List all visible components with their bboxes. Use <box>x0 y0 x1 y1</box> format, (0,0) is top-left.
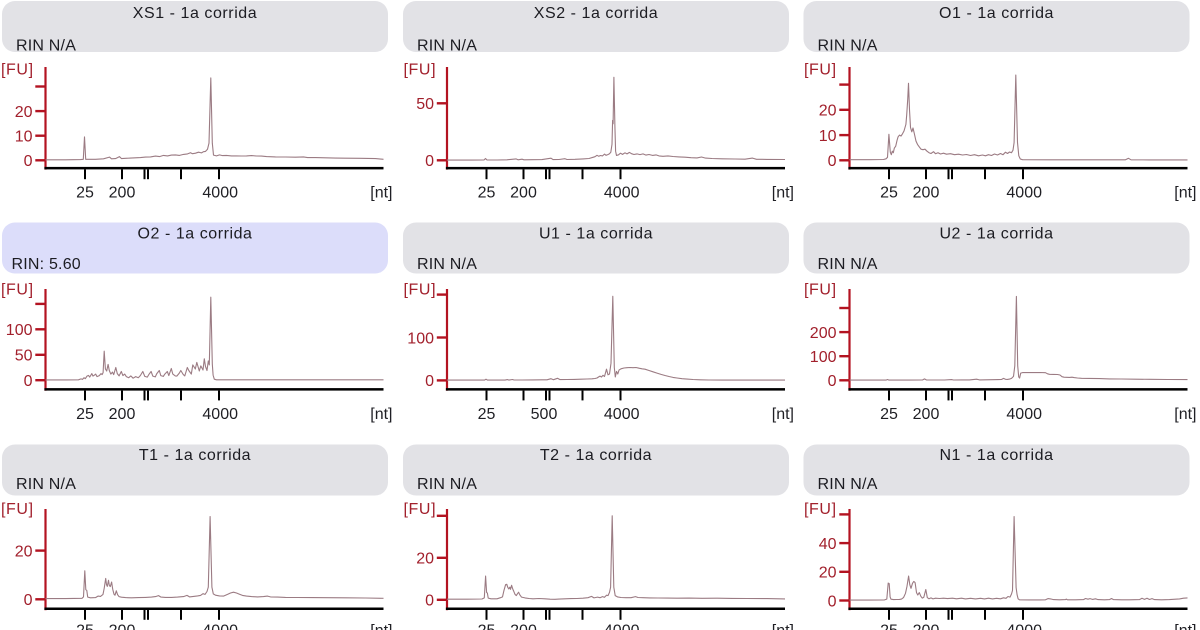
svg-text:RIN N/A: RIN N/A <box>818 476 878 493</box>
svg-text:20: 20 <box>819 565 837 582</box>
svg-text:0: 0 <box>425 153 434 170</box>
svg-text:[FU]: [FU] <box>404 281 437 298</box>
svg-text:4000: 4000 <box>604 623 640 630</box>
svg-text:100: 100 <box>810 349 837 366</box>
svg-text:20: 20 <box>819 103 837 120</box>
svg-text:4000: 4000 <box>1006 184 1042 201</box>
svg-text:4000: 4000 <box>202 623 238 630</box>
svg-text:25: 25 <box>880 406 898 423</box>
svg-text:40: 40 <box>819 536 837 553</box>
svg-text:0: 0 <box>828 373 837 390</box>
svg-text:[FU]: [FU] <box>804 61 837 78</box>
svg-text:[nt]: [nt] <box>772 406 794 423</box>
svg-text:10: 10 <box>15 129 33 146</box>
svg-text:RIN N/A: RIN N/A <box>818 38 878 55</box>
svg-text:[nt]: [nt] <box>370 184 392 201</box>
svg-text:N1 - 1a corrida: N1 - 1a corrida <box>939 447 1053 464</box>
svg-text:[nt]: [nt] <box>1174 184 1196 201</box>
svg-text:100: 100 <box>6 322 33 339</box>
svg-text:20: 20 <box>15 543 33 560</box>
svg-text:25: 25 <box>76 184 94 201</box>
svg-text:50: 50 <box>15 348 33 365</box>
svg-text:25: 25 <box>76 406 94 423</box>
svg-text:[FU]: [FU] <box>404 61 437 78</box>
svg-text:4000: 4000 <box>1006 623 1042 630</box>
svg-text:U1 - 1a corrida: U1 - 1a corrida <box>539 225 653 242</box>
svg-text:25: 25 <box>478 184 496 201</box>
svg-text:RIN N/A: RIN N/A <box>16 38 76 55</box>
svg-text:200: 200 <box>913 623 940 630</box>
svg-text:25: 25 <box>76 623 94 630</box>
svg-text:O1 - 1a corrida: O1 - 1a corrida <box>939 5 1054 22</box>
svg-text:[nt]: [nt] <box>772 184 794 201</box>
svg-text:25: 25 <box>880 184 898 201</box>
svg-text:[FU]: [FU] <box>1 281 34 298</box>
svg-text:[nt]: [nt] <box>1174 406 1196 423</box>
svg-text:0: 0 <box>425 373 434 390</box>
svg-text:4000: 4000 <box>202 184 238 201</box>
svg-text:200: 200 <box>109 406 136 423</box>
svg-text:[FU]: [FU] <box>1 61 34 78</box>
svg-text:XS2 - 1a corrida: XS2 - 1a corrida <box>534 5 658 22</box>
svg-text:U2 - 1a corrida: U2 - 1a corrida <box>939 225 1053 242</box>
svg-text:50: 50 <box>416 96 434 113</box>
svg-text:0: 0 <box>828 593 837 610</box>
svg-text:0: 0 <box>425 593 434 610</box>
svg-text:200: 200 <box>913 406 940 423</box>
svg-text:[nt]: [nt] <box>772 623 794 630</box>
svg-text:500: 500 <box>531 406 558 423</box>
svg-text:4000: 4000 <box>202 406 238 423</box>
svg-text:4000: 4000 <box>1006 406 1042 423</box>
svg-text:25: 25 <box>478 406 496 423</box>
svg-text:RIN N/A: RIN N/A <box>417 256 477 273</box>
svg-text:200: 200 <box>810 325 837 342</box>
svg-text:RIN N/A: RIN N/A <box>818 256 878 273</box>
svg-text:200: 200 <box>510 623 537 630</box>
svg-text:0: 0 <box>24 373 33 390</box>
svg-text:XS1 - 1a corrida: XS1 - 1a corrida <box>133 5 257 22</box>
svg-text:[FU]: [FU] <box>804 501 837 518</box>
svg-text:200: 200 <box>510 184 537 201</box>
svg-text:10: 10 <box>819 128 837 145</box>
svg-text:0: 0 <box>24 592 33 609</box>
svg-text:RIN N/A: RIN N/A <box>16 476 76 493</box>
svg-text:200: 200 <box>913 184 940 201</box>
svg-text:20: 20 <box>416 551 434 568</box>
svg-text:25: 25 <box>478 623 496 630</box>
svg-text:20: 20 <box>15 104 33 121</box>
svg-text:25: 25 <box>880 623 898 630</box>
svg-text:100: 100 <box>407 330 434 347</box>
svg-text:4000: 4000 <box>604 184 640 201</box>
svg-text:T2 - 1a corrida: T2 - 1a corrida <box>540 447 652 464</box>
svg-text:0: 0 <box>828 153 837 170</box>
svg-text:200: 200 <box>109 623 136 630</box>
svg-text:0: 0 <box>24 153 33 170</box>
svg-text:RIN N/A: RIN N/A <box>417 476 477 493</box>
svg-text:4000: 4000 <box>604 406 640 423</box>
svg-text:[FU]: [FU] <box>804 281 837 298</box>
svg-text:O2 - 1a corrida: O2 - 1a corrida <box>138 225 253 242</box>
svg-text:[FU]: [FU] <box>404 501 437 518</box>
svg-text:[nt]: [nt] <box>370 623 392 630</box>
svg-text:[nt]: [nt] <box>370 406 392 423</box>
svg-text:[nt]: [nt] <box>1174 623 1196 630</box>
svg-text:T1 - 1a corrida: T1 - 1a corrida <box>139 447 251 464</box>
svg-text:200: 200 <box>109 184 136 201</box>
svg-text:[FU]: [FU] <box>1 501 34 518</box>
svg-text:RIN N/A: RIN N/A <box>417 38 477 55</box>
svg-text:RIN: 5.60: RIN: 5.60 <box>12 256 81 273</box>
